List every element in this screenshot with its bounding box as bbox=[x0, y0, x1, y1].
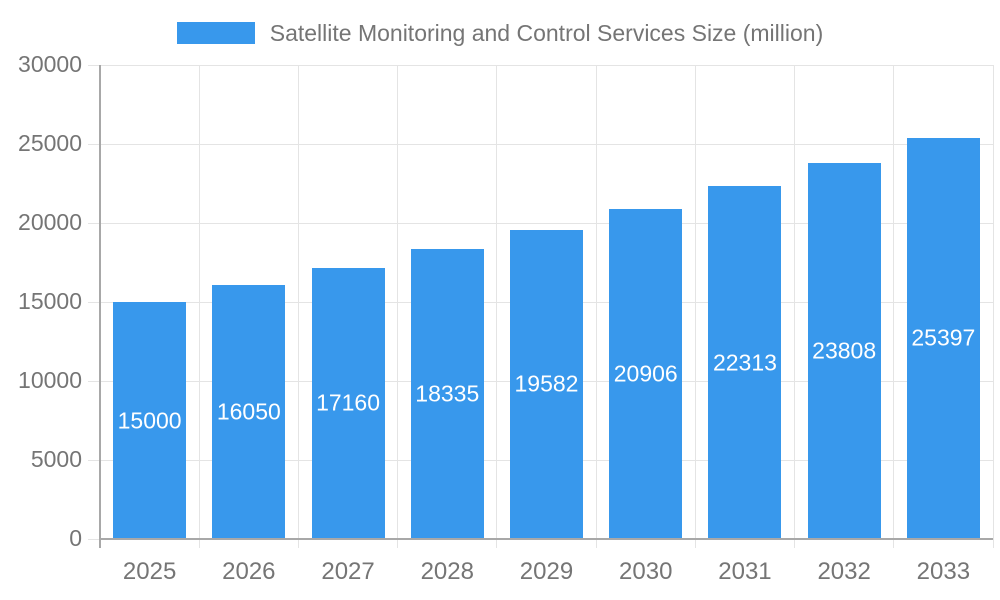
bar-value-label: 25397 bbox=[911, 324, 976, 351]
y-tick-label: 20000 bbox=[18, 209, 82, 235]
x-axis-tick bbox=[694, 539, 696, 548]
legend-label: Satellite Monitoring and Control Service… bbox=[269, 20, 824, 46]
gridline-horizontal bbox=[88, 64, 993, 66]
x-axis-tick bbox=[794, 539, 796, 548]
legend: Satellite Monitoring and Control Service… bbox=[0, 18, 1000, 48]
gridline-vertical bbox=[595, 65, 597, 539]
legend-item[interactable]: Satellite Monitoring and Control Service… bbox=[176, 18, 824, 48]
gridline-horizontal bbox=[88, 222, 993, 224]
y-tick-label: 10000 bbox=[18, 367, 82, 393]
x-tick-label: 2027 bbox=[321, 558, 375, 585]
bar-value-label: 23808 bbox=[812, 337, 877, 364]
y-tick-label: 5000 bbox=[30, 446, 82, 472]
x-axis-tick bbox=[992, 539, 994, 548]
plot-area: 15000 16050 17160 18335 19582 20906 22313 23808… bbox=[88, 64, 994, 540]
x-axis-tick bbox=[297, 539, 299, 548]
bar bbox=[212, 285, 286, 539]
bar-value-label: 15000 bbox=[117, 407, 182, 433]
y-tick-label: 15000 bbox=[18, 288, 82, 314]
bar-value-label: 16050 bbox=[216, 398, 281, 425]
x-tick-label: 2032 bbox=[817, 558, 871, 585]
bar bbox=[906, 137, 980, 539]
bar bbox=[311, 267, 385, 539]
x-axis-line bbox=[100, 538, 993, 540]
gridline-horizontal bbox=[88, 143, 993, 145]
y-tick-label: 25000 bbox=[18, 130, 82, 156]
x-axis-tick bbox=[893, 539, 895, 548]
x-tick-label: 2026 bbox=[222, 558, 276, 585]
bar-value-label: 20906 bbox=[613, 360, 678, 387]
gridline-vertical bbox=[397, 65, 399, 539]
bar-value-label: 22313 bbox=[712, 349, 777, 376]
x-tick-label: 2028 bbox=[420, 558, 474, 585]
x-tick-label: 2025 bbox=[122, 558, 177, 585]
legend-swatch-icon bbox=[176, 22, 255, 44]
y-axis-line bbox=[99, 65, 101, 548]
bar bbox=[807, 162, 881, 539]
bar bbox=[609, 208, 683, 539]
x-tick-label: 2029 bbox=[519, 558, 574, 585]
bar bbox=[510, 229, 583, 539]
y-tick-label: 0 bbox=[69, 525, 82, 551]
x-axis-tick bbox=[595, 539, 597, 548]
x-tick-label: 2031 bbox=[718, 558, 772, 585]
bar-value-label: 19582 bbox=[514, 370, 579, 397]
gridline-vertical bbox=[992, 65, 994, 539]
gridline-vertical bbox=[794, 65, 796, 539]
x-axis-tick bbox=[496, 539, 498, 548]
bar-value-label: 17160 bbox=[316, 389, 381, 416]
x-axis-tick bbox=[198, 539, 200, 548]
y-tick-label: 30000 bbox=[18, 51, 82, 77]
gridline-vertical bbox=[198, 65, 200, 539]
gridline-vertical bbox=[893, 65, 895, 539]
bar bbox=[113, 302, 187, 539]
gridline-vertical bbox=[297, 65, 299, 539]
gridline-vertical bbox=[496, 65, 498, 539]
bar bbox=[708, 186, 782, 539]
gridline-vertical bbox=[694, 65, 696, 539]
x-axis-tick bbox=[397, 539, 399, 548]
x-tick-label: 2030 bbox=[619, 558, 673, 585]
x-tick-label: 2033 bbox=[916, 558, 971, 585]
bar-value-label: 18335 bbox=[415, 380, 480, 407]
bar bbox=[410, 249, 484, 539]
